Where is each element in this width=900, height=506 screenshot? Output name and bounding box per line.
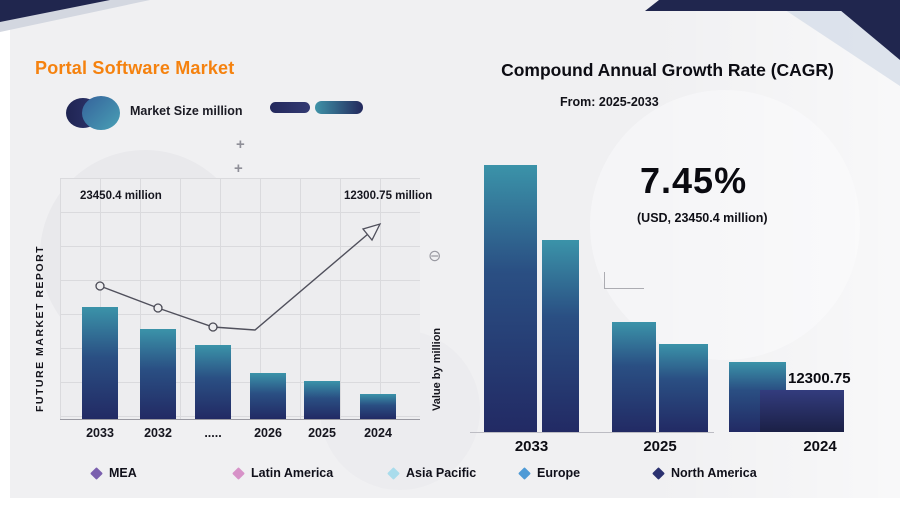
market-size-legend-label: Market Size million: [130, 104, 243, 118]
max-value-label: 23450.4 million: [80, 190, 162, 202]
market-size-bar-2033: [82, 307, 118, 419]
pill-teal-icon: [315, 101, 363, 114]
legend-label: Latin America: [251, 466, 334, 480]
cylinder-face: [82, 96, 120, 130]
legend-label: Asia Pacific: [406, 466, 477, 480]
decor-bracket: [604, 272, 644, 289]
legend-item-asia-pacific: Asia Pacific: [387, 466, 477, 480]
cagr-x-label-2025: 2025: [643, 438, 677, 455]
diamond-icon: [90, 466, 103, 480]
cagr-x-label-2024: 2024: [803, 438, 837, 455]
cagr-axis-line: [470, 432, 714, 433]
market-size-bar-2025: [304, 381, 340, 419]
diamond-icon: [518, 466, 531, 480]
market-size-bar-2026: [250, 373, 286, 419]
pill-navy-icon: [270, 102, 310, 113]
plus-icon: +: [236, 136, 245, 153]
legend-item-mea: MEA: [90, 466, 137, 480]
x-label-dots: .....: [204, 426, 222, 440]
cagr-bar-2024-b: [760, 390, 844, 432]
x-label-2033: 2033: [86, 426, 114, 440]
left-chart-title: Portal Software Market: [35, 58, 235, 78]
x-label-2024: 2024: [364, 426, 392, 440]
decor-top-band: [645, 0, 900, 11]
market-size-chart: [60, 178, 420, 420]
diamond-icon: [652, 466, 665, 480]
x-label-2032: 2032: [144, 426, 172, 440]
future-market-report-label: FUTURE MARKET REPORT: [34, 244, 46, 412]
pill-icon: [270, 101, 363, 114]
legend-label: MEA: [109, 466, 137, 480]
diamond-icon: [232, 466, 245, 480]
x-label-2025: 2025: [308, 426, 336, 440]
right-chart-title: Compound Annual Growth Rate (CAGR): [501, 60, 834, 80]
legend-label: Europe: [537, 466, 581, 480]
legend-item-europe: Europe: [518, 466, 581, 480]
min-value-label: 12300.75 million: [344, 190, 433, 202]
plus-icon: +: [234, 160, 243, 177]
cylinder-icon: [66, 96, 122, 130]
x-label-2026: 2026: [254, 426, 282, 440]
cagr-x-label-2033: 2033: [514, 438, 549, 455]
cagr-bar-2033-a: [484, 165, 537, 432]
value-axis-label: Value by million: [431, 327, 443, 411]
cagr-bar-2025-b: [659, 344, 708, 432]
end-value-label: 12300.75: [788, 370, 851, 387]
market-size-bar-2024: [360, 394, 396, 419]
circle-minus-icon: ⊖: [428, 248, 442, 265]
market-size-bar-2032: [140, 329, 176, 419]
legend-item-north-america: North America: [652, 466, 757, 480]
legend-label: North America: [671, 466, 757, 480]
cagr-percentage: 7.45%: [640, 160, 748, 201]
cagr-bar-2025-a: [612, 322, 656, 432]
market-size-bar-mid: [195, 345, 231, 419]
legend-item-latin-america: Latin America: [232, 466, 334, 480]
cagr-caption: (USD, 23450.4 million): [637, 211, 768, 225]
diamond-icon: [387, 466, 400, 480]
cagr-bar-2033-b: [542, 240, 579, 432]
right-chart-subtitle: From: 2025-2033: [560, 95, 659, 109]
